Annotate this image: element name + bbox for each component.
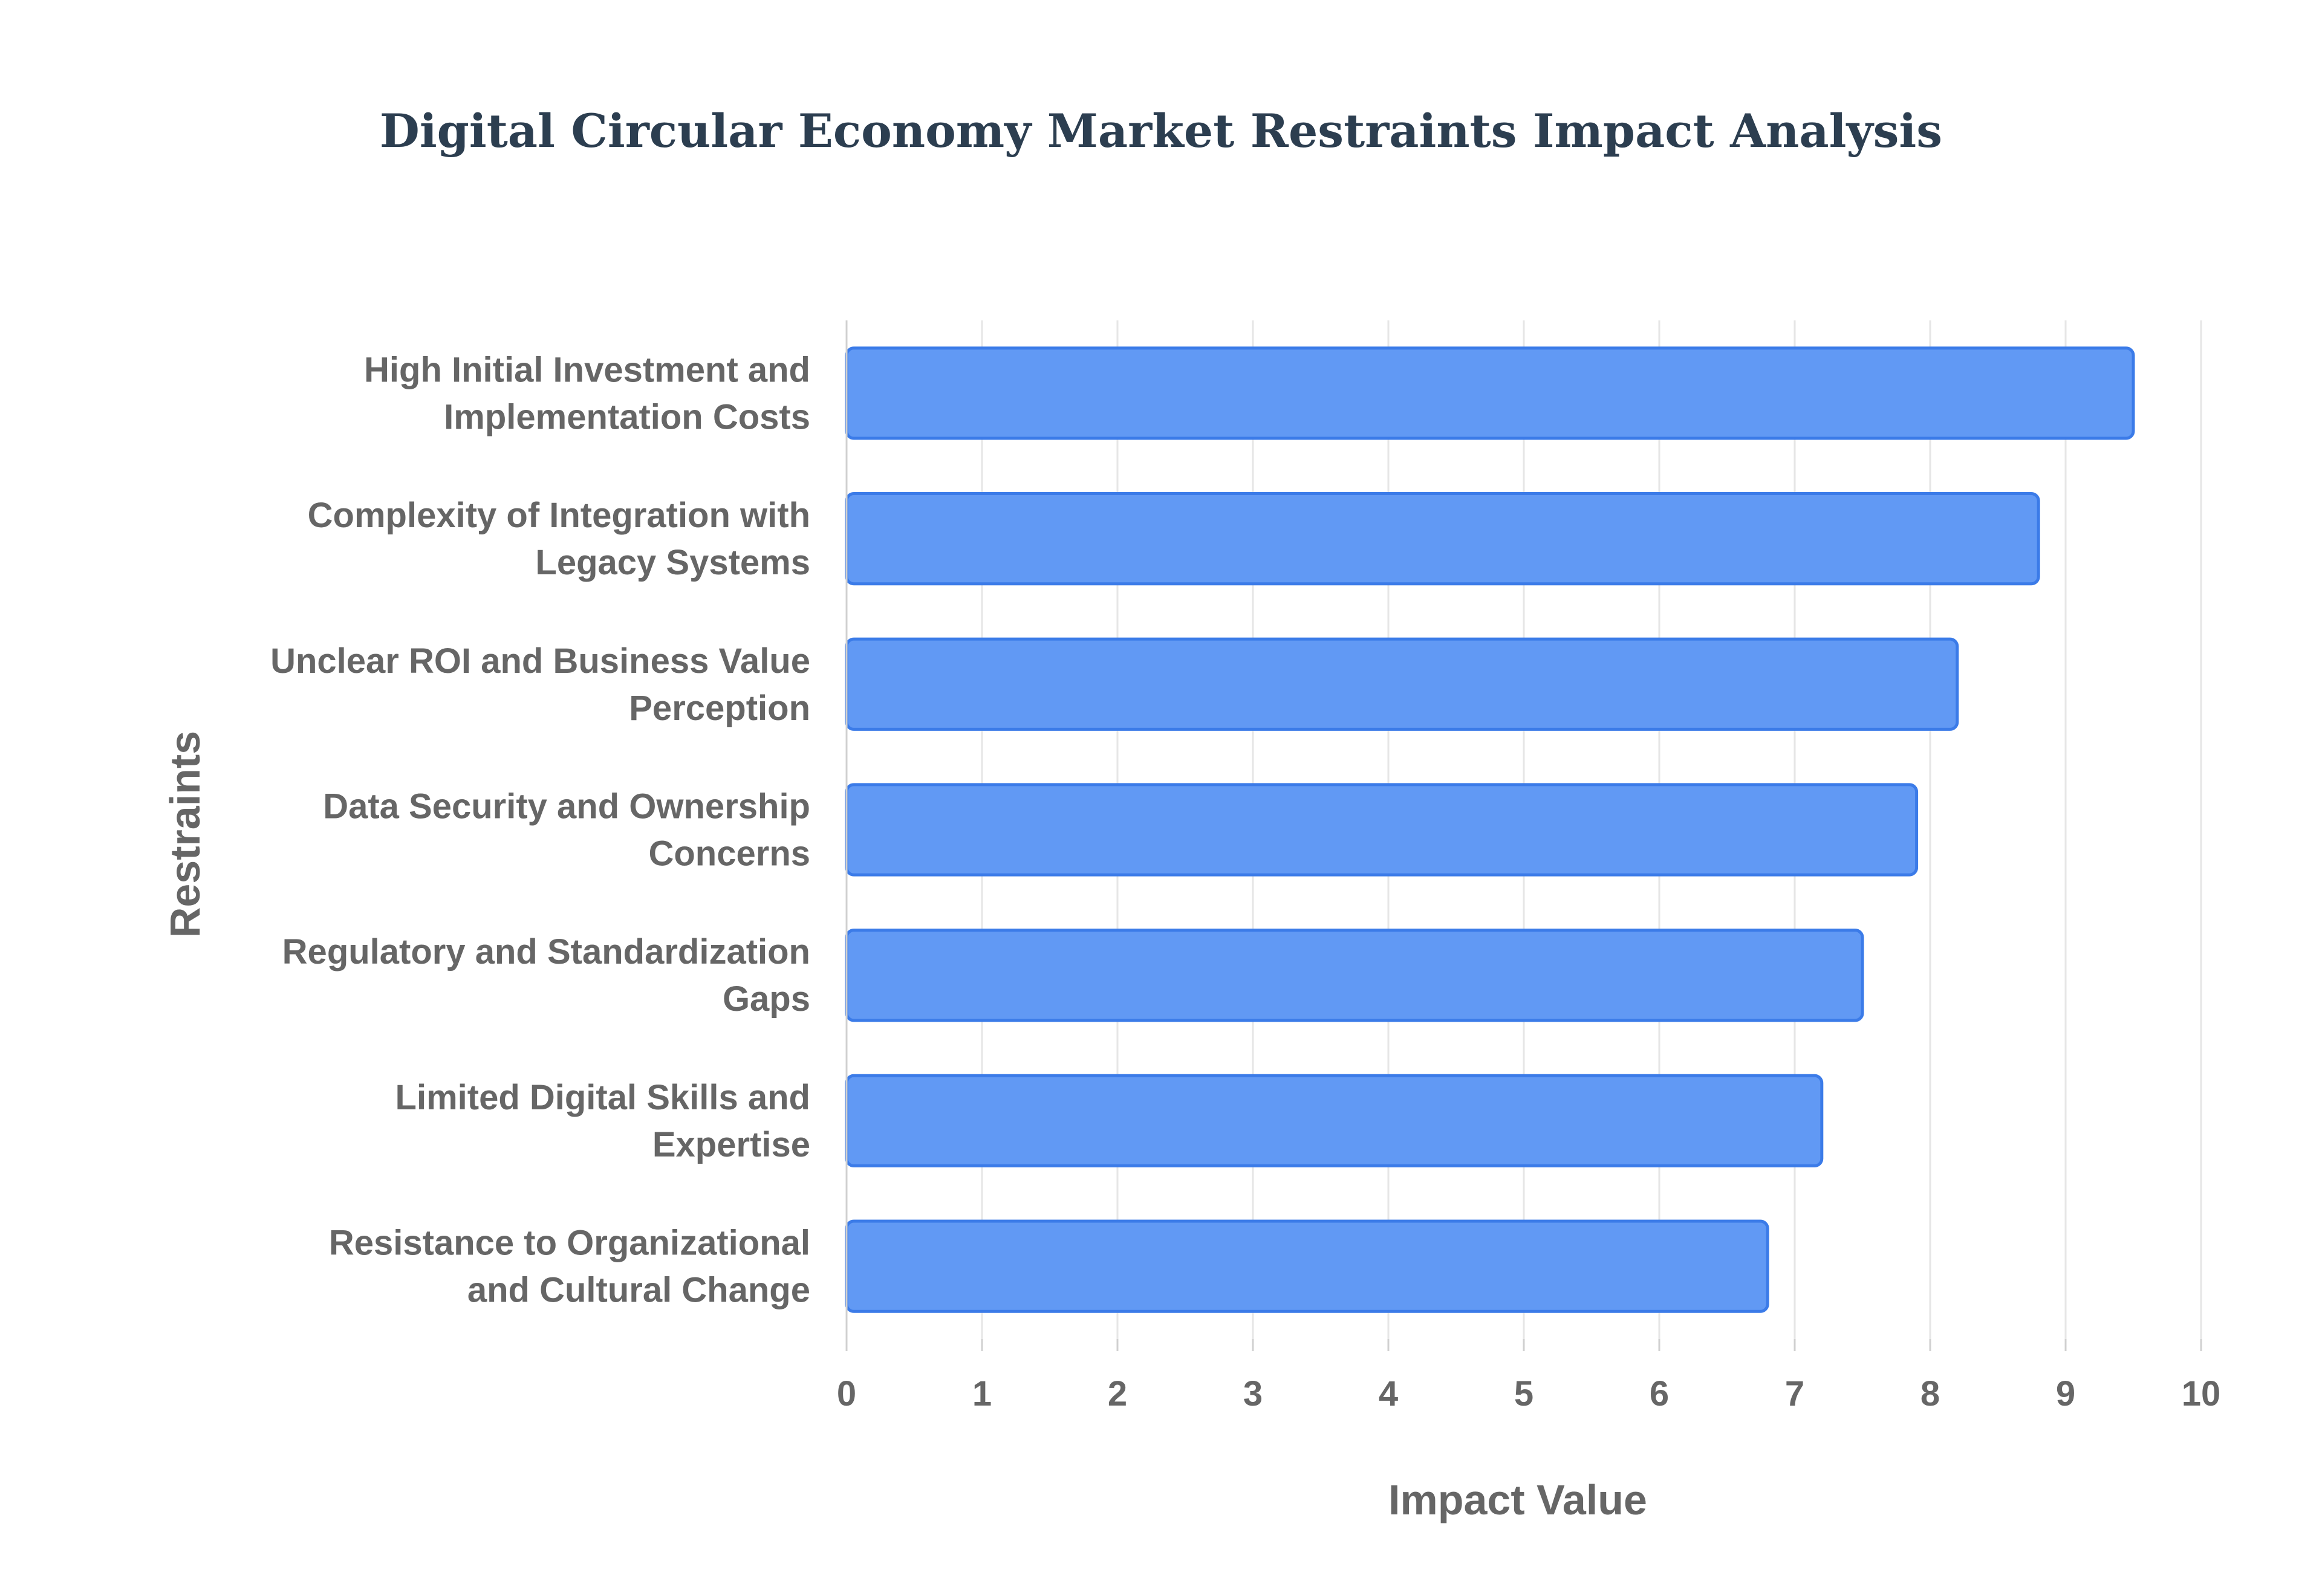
x-axis-title: Impact Value	[1388, 1476, 1647, 1523]
category-label: Legacy Systems	[535, 543, 810, 582]
x-tick-label: 0	[837, 1374, 856, 1413]
x-tick-label: 4	[1379, 1374, 1398, 1413]
x-tick-label: 3	[1243, 1374, 1263, 1413]
x-tick-label: 9	[2056, 1374, 2075, 1413]
category-label: Regulatory and Standardization	[282, 932, 810, 972]
bar[interactable]	[845, 1074, 1824, 1168]
category-label: Implementation Costs	[444, 397, 810, 436]
x-tick-label: 6	[1650, 1374, 1669, 1413]
category-label: Concerns	[648, 834, 810, 874]
category-label: High Initial Investment and	[364, 350, 810, 389]
y-axis-title: Restraints	[161, 731, 209, 938]
bar[interactable]	[845, 1219, 1769, 1313]
category-label: Perception	[629, 689, 810, 728]
category-label: Complexity of Integration with	[308, 496, 810, 535]
bar[interactable]	[845, 491, 2040, 586]
labels: 0 1 2 3 4 5 6 7 8 9 10 High Initial Investment and I…	[270, 350, 2220, 1413]
bars	[845, 346, 2135, 1313]
category-label: Gaps	[723, 979, 810, 1019]
x-tick-label: 1	[972, 1374, 992, 1413]
x-tick-label: 10	[2182, 1374, 2221, 1413]
category-label: Resistance to Organizational	[329, 1224, 810, 1263]
axes	[845, 320, 2202, 1351]
chart-title: Digital Circular Economy Market Restrain…	[379, 104, 1943, 158]
x-tick-label: 2	[1108, 1374, 1127, 1413]
x-tick-label: 7	[1785, 1374, 1804, 1413]
category-label: Limited Digital Skills and	[395, 1078, 810, 1117]
bar[interactable]	[845, 637, 1959, 731]
bar[interactable]	[845, 929, 1864, 1022]
category-label: and Cultural Change	[467, 1271, 810, 1310]
category-label: Data Security and Ownership	[323, 787, 810, 826]
bar[interactable]	[845, 346, 2135, 440]
x-tick-label: 8	[1920, 1374, 1940, 1413]
x-tick-label: 5	[1514, 1374, 1533, 1413]
category-label: Unclear ROI and Business Value	[270, 641, 810, 681]
bar[interactable]	[845, 783, 1919, 877]
category-label: Expertise	[652, 1125, 810, 1164]
